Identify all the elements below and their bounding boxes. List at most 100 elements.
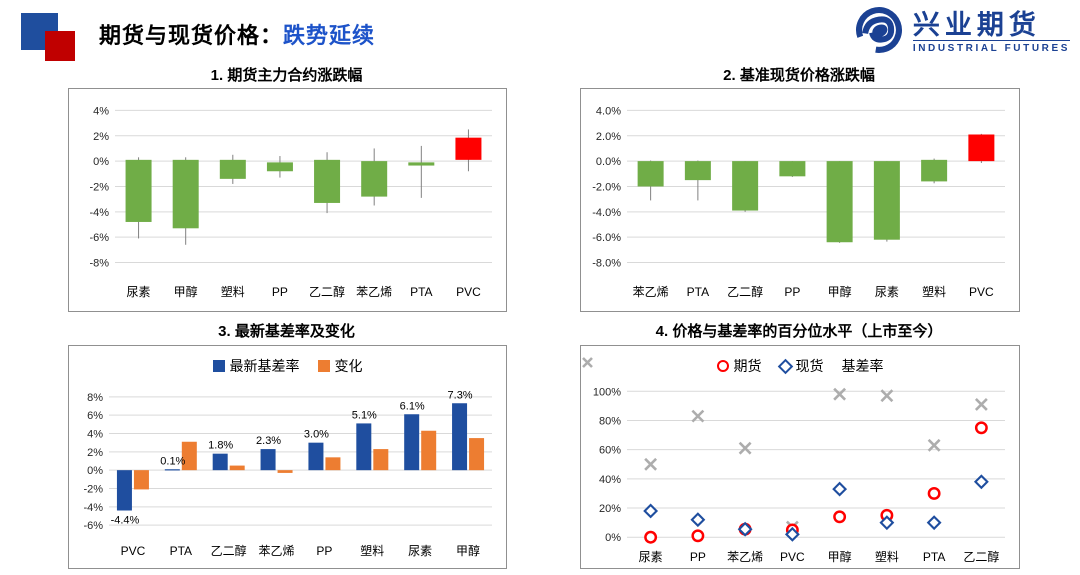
svg-text:-4.4%: -4.4% bbox=[111, 515, 140, 527]
svg-text:40%: 40% bbox=[599, 474, 621, 486]
legend-label: 最新基差率 bbox=[229, 358, 300, 374]
svg-text:0.1%: 0.1% bbox=[160, 455, 185, 467]
red-circle-marker-icon bbox=[716, 360, 729, 372]
chart1-title: 1. 期货主力合约涨跌幅 bbox=[210, 67, 363, 84]
svg-text:60%: 60% bbox=[599, 445, 621, 457]
svg-text:-8%: -8% bbox=[89, 258, 109, 270]
svg-text:苯乙烯: 苯乙烯 bbox=[259, 544, 295, 558]
svg-text:1.8%: 1.8% bbox=[208, 440, 233, 452]
svg-text:4.0%: 4.0% bbox=[596, 105, 621, 117]
svg-text:PTA: PTA bbox=[687, 285, 709, 299]
svg-text:尿素: 尿素 bbox=[127, 285, 151, 299]
svg-text:6%: 6% bbox=[87, 410, 103, 422]
svg-text:0%: 0% bbox=[87, 465, 103, 477]
svg-text:塑料: 塑料 bbox=[875, 549, 899, 564]
blue-square-icon bbox=[212, 360, 225, 372]
svg-text:塑料: 塑料 bbox=[221, 284, 245, 299]
svg-text:PVC: PVC bbox=[456, 285, 481, 299]
legend-item-change: 变化 bbox=[317, 356, 363, 376]
svg-text:-6%: -6% bbox=[89, 232, 109, 244]
svg-text:4%: 4% bbox=[93, 105, 109, 117]
legend-label: 期货 bbox=[733, 358, 762, 374]
svg-text:甲醇: 甲醇 bbox=[828, 549, 852, 564]
chart4-scatter-chart: 100% 80% 60% 40% 20% 0% 尿素 PP 苯乙烯 PVC 甲醇 塑料 PTA 乙二醇 bbox=[593, 386, 1005, 564]
svg-text:乙二醇: 乙二醇 bbox=[727, 284, 763, 299]
svg-text:2%: 2% bbox=[93, 131, 109, 143]
svg-text:-2.0%: -2.0% bbox=[592, 181, 621, 193]
chart2-spot-change-panel: 4.0% 2.0% 0.0% -2.0% -4.0% -6.0% -8.0% 苯乙烯 PTA 乙二… bbox=[580, 88, 1020, 312]
chart3-grouped-bar-chart: 8% 6% 4% 2% 0% -2% -4% -6% PVC PTA 乙二醇 苯乙烯 PP 塑料 尿素 甲醇 -… bbox=[83, 389, 492, 558]
svg-text:甲醇: 甲醇 bbox=[456, 543, 480, 558]
chart2-candlestick-chart: 4.0% 2.0% 0.0% -2.0% -4.0% -6.0% -8.0% 苯乙烯 PTA 乙二… bbox=[592, 105, 1005, 299]
legend-label: 变化 bbox=[334, 358, 363, 374]
svg-text:塑料: 塑料 bbox=[922, 284, 946, 299]
chart2-title: 2. 基准现货价格涨跌幅 bbox=[723, 67, 875, 84]
logo-name-cn: 兴业期货 bbox=[912, 9, 1041, 40]
svg-text:尿素: 尿素 bbox=[408, 544, 432, 558]
svg-text:0%: 0% bbox=[605, 532, 621, 544]
svg-text:苯乙烯: 苯乙烯 bbox=[356, 285, 392, 299]
svg-text:乙二醇: 乙二醇 bbox=[309, 284, 345, 299]
svg-text:-8.0%: -8.0% bbox=[592, 258, 621, 270]
chart4-title: 4. 价格与基差率的百分位水平（上市至今） bbox=[655, 323, 943, 340]
svg-text:苯乙烯: 苯乙烯 bbox=[727, 550, 763, 564]
svg-text:-6%: -6% bbox=[83, 520, 103, 532]
svg-text:6.1%: 6.1% bbox=[400, 400, 425, 412]
svg-text:5.1%: 5.1% bbox=[352, 409, 377, 421]
svg-text:乙二醇: 乙二醇 bbox=[211, 543, 247, 558]
chart1-futures-change-panel: 4% 2% 0% -2% -4% -6% -8% 尿素 甲醇 塑料 PP 乙二醇 苯乙烯 PTA PVC bbox=[68, 88, 507, 312]
chart1-candlestick-chart: 4% 2% 0% -2% -4% -6% -8% 尿素 甲醇 塑料 PP 乙二醇 苯乙烯 PTA PVC bbox=[89, 105, 492, 299]
page-title-black: 期货与现货价格： bbox=[99, 23, 284, 48]
company-logo: 兴业期货 INDUSTRIAL FUTURES bbox=[853, 4, 1070, 61]
page-title-highlight: 跌势延续 bbox=[283, 23, 376, 48]
svg-text:尿素: 尿素 bbox=[875, 285, 899, 299]
svg-text:PP: PP bbox=[784, 285, 800, 299]
svg-text:PVC: PVC bbox=[121, 544, 146, 558]
page-title: 期货与现货价格：跌势延续 bbox=[99, 18, 375, 50]
svg-text:PP: PP bbox=[272, 285, 288, 299]
svg-text:塑料: 塑料 bbox=[360, 543, 384, 558]
swirl-logo-icon bbox=[853, 4, 905, 61]
logo-name-en: INDUSTRIAL FUTURES bbox=[912, 40, 1070, 54]
chart3-basis-rate-panel: 最新基差率 变化 8% 6% 4% 2% 0% -2% -4% -6% PVC PTA 乙二醇 苯乙烯… bbox=[68, 345, 507, 569]
svg-text:2%: 2% bbox=[87, 447, 103, 459]
svg-text:0%: 0% bbox=[93, 156, 109, 168]
header-red-square-decoration bbox=[45, 31, 75, 61]
svg-text:PTA: PTA bbox=[410, 285, 432, 299]
svg-text:-2%: -2% bbox=[83, 484, 103, 496]
svg-text:-4.0%: -4.0% bbox=[592, 207, 621, 219]
svg-text:7.3%: 7.3% bbox=[448, 389, 473, 401]
svg-text:甲醇: 甲醇 bbox=[174, 284, 198, 299]
svg-text:苯乙烯: 苯乙烯 bbox=[633, 285, 669, 299]
svg-text:-4%: -4% bbox=[89, 207, 109, 219]
svg-text:0.0%: 0.0% bbox=[596, 156, 621, 168]
svg-text:-2%: -2% bbox=[89, 181, 109, 193]
svg-text:-6.0%: -6.0% bbox=[592, 232, 621, 244]
chart4-percentile-panel: 期货 现货 基差率 100% 80% 60% 40% 20% 0% 尿素 PP 苯乙烯 PVC 甲醇… bbox=[580, 345, 1020, 569]
blue-diamond-marker-icon bbox=[777, 358, 793, 374]
legend-item-futures: 期货 bbox=[716, 356, 762, 376]
svg-text:PP: PP bbox=[316, 544, 332, 558]
gray-x-marker-icon bbox=[582, 357, 593, 368]
logo-text: 兴业期货 INDUSTRIAL FUTURES bbox=[912, 9, 1070, 54]
svg-text:PVC: PVC bbox=[780, 550, 805, 564]
svg-text:尿素: 尿素 bbox=[639, 550, 663, 564]
svg-text:2.0%: 2.0% bbox=[596, 131, 621, 143]
svg-text:PP: PP bbox=[690, 550, 706, 564]
legend-item-basis: 基差率 bbox=[582, 356, 884, 376]
svg-text:PTA: PTA bbox=[923, 550, 945, 564]
svg-text:甲醇: 甲醇 bbox=[828, 284, 852, 299]
legend-label: 基差率 bbox=[841, 358, 884, 374]
svg-text:4%: 4% bbox=[87, 429, 103, 441]
svg-text:PVC: PVC bbox=[969, 285, 994, 299]
legend-item-spot: 现货 bbox=[777, 356, 824, 376]
svg-text:8%: 8% bbox=[87, 392, 103, 404]
svg-text:-4%: -4% bbox=[83, 502, 103, 514]
svg-text:80%: 80% bbox=[599, 415, 621, 427]
chart3-legend: 最新基差率 变化 bbox=[69, 356, 506, 376]
chart4-legend: 期货 现货 基差率 bbox=[581, 356, 1019, 376]
svg-text:PTA: PTA bbox=[170, 544, 192, 558]
legend-label: 现货 bbox=[795, 358, 824, 374]
svg-text:2.3%: 2.3% bbox=[256, 435, 281, 447]
